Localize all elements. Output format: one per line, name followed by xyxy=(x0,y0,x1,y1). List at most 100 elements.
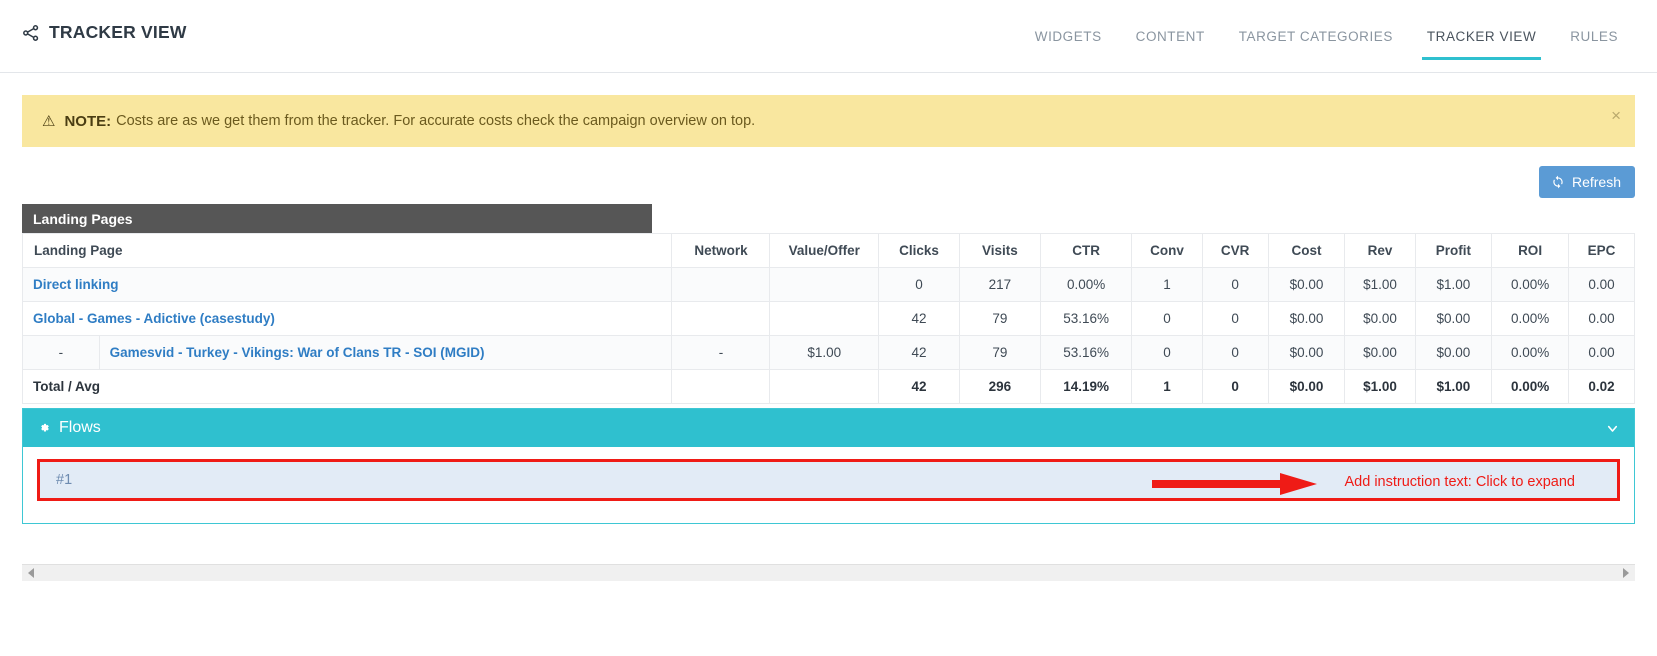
landing-page-link[interactable]: Global - Games - Adictive (casestudy) xyxy=(33,311,275,326)
cell-roi: 0.00% xyxy=(1491,301,1569,336)
col-epc[interactable]: EPC xyxy=(1567,233,1636,268)
col-network[interactable]: Network xyxy=(671,233,771,268)
col-ctr[interactable]: CTR xyxy=(1039,233,1133,268)
tab-rules[interactable]: RULES xyxy=(1570,29,1618,44)
note-text: Costs are as we get them from the tracke… xyxy=(116,113,756,129)
flows-panel-title: Flows xyxy=(59,419,101,436)
refresh-icon xyxy=(1551,175,1565,189)
table-header-row: Landing Page Network Value/Offer Clicks … xyxy=(21,233,1636,268)
note-alert-banner: ⚠ NOTE: Costs are as we get them from th… xyxy=(22,95,1635,147)
cell-value-offer xyxy=(769,267,880,302)
total-clicks: 42 xyxy=(878,369,960,404)
total-cost: $0.00 xyxy=(1267,369,1346,404)
cell-ctr: 0.00% xyxy=(1039,267,1133,302)
cell-rev: $0.00 xyxy=(1344,335,1416,370)
scroll-left-arrow-icon[interactable] xyxy=(28,568,34,578)
flows-panel-body: #1 Add instruction text: Click to expand xyxy=(23,447,1634,523)
cell-epc: 0.00 xyxy=(1567,335,1636,370)
flows-panel-header[interactable]: Flows xyxy=(23,409,1634,447)
landing-page-link[interactable]: Gamesvid - Turkey - Vikings: War of Clan… xyxy=(109,345,485,360)
col-cvr[interactable]: CVR xyxy=(1201,233,1269,268)
cell-network: - xyxy=(671,335,771,370)
toolbar-row: Refresh xyxy=(22,166,1635,210)
cell-cvr: 0 xyxy=(1201,267,1269,302)
total-ctr: 14.19% xyxy=(1039,369,1133,404)
cell-clicks: 42 xyxy=(878,335,960,370)
cell-conv: 0 xyxy=(1131,301,1203,336)
share-nodes-icon xyxy=(22,24,40,42)
cell-value-offer xyxy=(769,301,880,336)
col-roi[interactable]: ROI xyxy=(1491,233,1569,268)
cell-roi: 0.00% xyxy=(1491,335,1569,370)
annotation-text: Add instruction text: Click to expand xyxy=(1344,474,1575,490)
col-conv[interactable]: Conv xyxy=(1131,233,1203,268)
table-row[interactable]: Global - Games - Adictive (casestudy) 42… xyxy=(21,301,1636,336)
chevron-down-icon[interactable] xyxy=(1605,421,1620,436)
tab-target-categories[interactable]: TARGET CATEGORIES xyxy=(1238,29,1393,44)
horizontal-scrollbar[interactable] xyxy=(22,564,1635,581)
cell-visits: 79 xyxy=(958,335,1041,370)
cell-profit: $0.00 xyxy=(1414,335,1493,370)
col-landing-page[interactable]: Landing Page xyxy=(21,233,673,268)
total-visits: 296 xyxy=(958,369,1041,404)
total-cvr: 0 xyxy=(1201,369,1269,404)
cell-clicks: 42 xyxy=(878,301,960,336)
landing-page-link[interactable]: Direct linking xyxy=(33,277,119,292)
table-row[interactable]: - Gamesvid - Turkey - Vikings: War of Cl… xyxy=(22,335,1636,370)
tab-widgets[interactable]: WIDGETS xyxy=(1034,29,1102,44)
page-title: TRACKER VIEW xyxy=(49,22,187,43)
flows-panel: Flows #1 Add instruction text: Click to xyxy=(22,408,1635,524)
landing-pages-banner: Landing Pages xyxy=(22,204,652,233)
col-rev[interactable]: Rev xyxy=(1344,233,1416,268)
total-roi: 0.00% xyxy=(1491,369,1569,404)
total-rev: $1.00 xyxy=(1344,369,1416,404)
refresh-label: Refresh xyxy=(1571,174,1621,190)
cell-cvr: 0 xyxy=(1201,335,1269,370)
table-total-row: Total / Avg 42 296 14.19% 1 0 $0.00 $1.0… xyxy=(21,369,1636,404)
cell-visits: 79 xyxy=(958,301,1041,336)
total-profit: $1.00 xyxy=(1414,369,1493,404)
note-label: NOTE: xyxy=(64,112,112,130)
col-cost[interactable]: Cost xyxy=(1267,233,1346,268)
cell-visits: 217 xyxy=(958,267,1041,302)
cell-cost: $0.00 xyxy=(1267,301,1346,336)
cell-network xyxy=(671,301,771,336)
cell-epc: 0.00 xyxy=(1567,301,1636,336)
cell-conv: 0 xyxy=(1131,335,1203,370)
cell-roi: 0.00% xyxy=(1491,267,1569,302)
cell-profit: $0.00 xyxy=(1414,301,1493,336)
page-title-group: TRACKER VIEW xyxy=(22,24,187,42)
cell-ctr: 53.16% xyxy=(1039,301,1133,336)
cell-rev: $0.00 xyxy=(1344,301,1416,336)
cell-network xyxy=(671,267,771,302)
total-conv: 1 xyxy=(1131,369,1203,404)
col-clicks[interactable]: Clicks xyxy=(878,233,960,268)
cell-cvr: 0 xyxy=(1201,301,1269,336)
landing-pages-table: Landing Page Network Value/Offer Clicks … xyxy=(21,233,1636,404)
table-row[interactable]: Direct linking 0 217 0.00% 1 0 $0.00 $1.… xyxy=(21,267,1636,302)
scroll-right-arrow-icon[interactable] xyxy=(1623,568,1629,578)
flow-item-1[interactable]: #1 Add instruction text: Click to expand xyxy=(37,459,1620,501)
cell-profit: $1.00 xyxy=(1414,267,1493,302)
top-header-bar: TRACKER VIEW WIDGETS CONTENT TARGET CATE… xyxy=(0,0,1657,73)
refresh-button[interactable]: Refresh xyxy=(1538,166,1635,198)
warning-triangle-icon: ⚠ xyxy=(42,112,56,130)
cell-sub-marker: - xyxy=(22,335,100,370)
cell-cost: $0.00 xyxy=(1267,335,1346,370)
col-value-offer[interactable]: Value/Offer xyxy=(769,233,880,268)
tab-tracker-view[interactable]: TRACKER VIEW xyxy=(1410,22,1553,60)
cell-rev: $1.00 xyxy=(1344,267,1416,302)
tab-content[interactable]: CONTENT xyxy=(1135,29,1205,44)
flow-item-id: #1 xyxy=(56,472,73,488)
cell-clicks: 0 xyxy=(878,267,960,302)
col-visits[interactable]: Visits xyxy=(958,233,1041,268)
col-profit[interactable]: Profit xyxy=(1414,233,1493,268)
red-arrow-right-annotation xyxy=(1152,473,1317,495)
total-value-offer xyxy=(769,369,880,404)
gear-icon xyxy=(37,421,51,435)
total-network xyxy=(671,369,771,404)
cell-ctr: 53.16% xyxy=(1039,335,1133,370)
cell-conv: 1 xyxy=(1131,267,1203,302)
close-icon[interactable]: × xyxy=(1611,106,1621,125)
